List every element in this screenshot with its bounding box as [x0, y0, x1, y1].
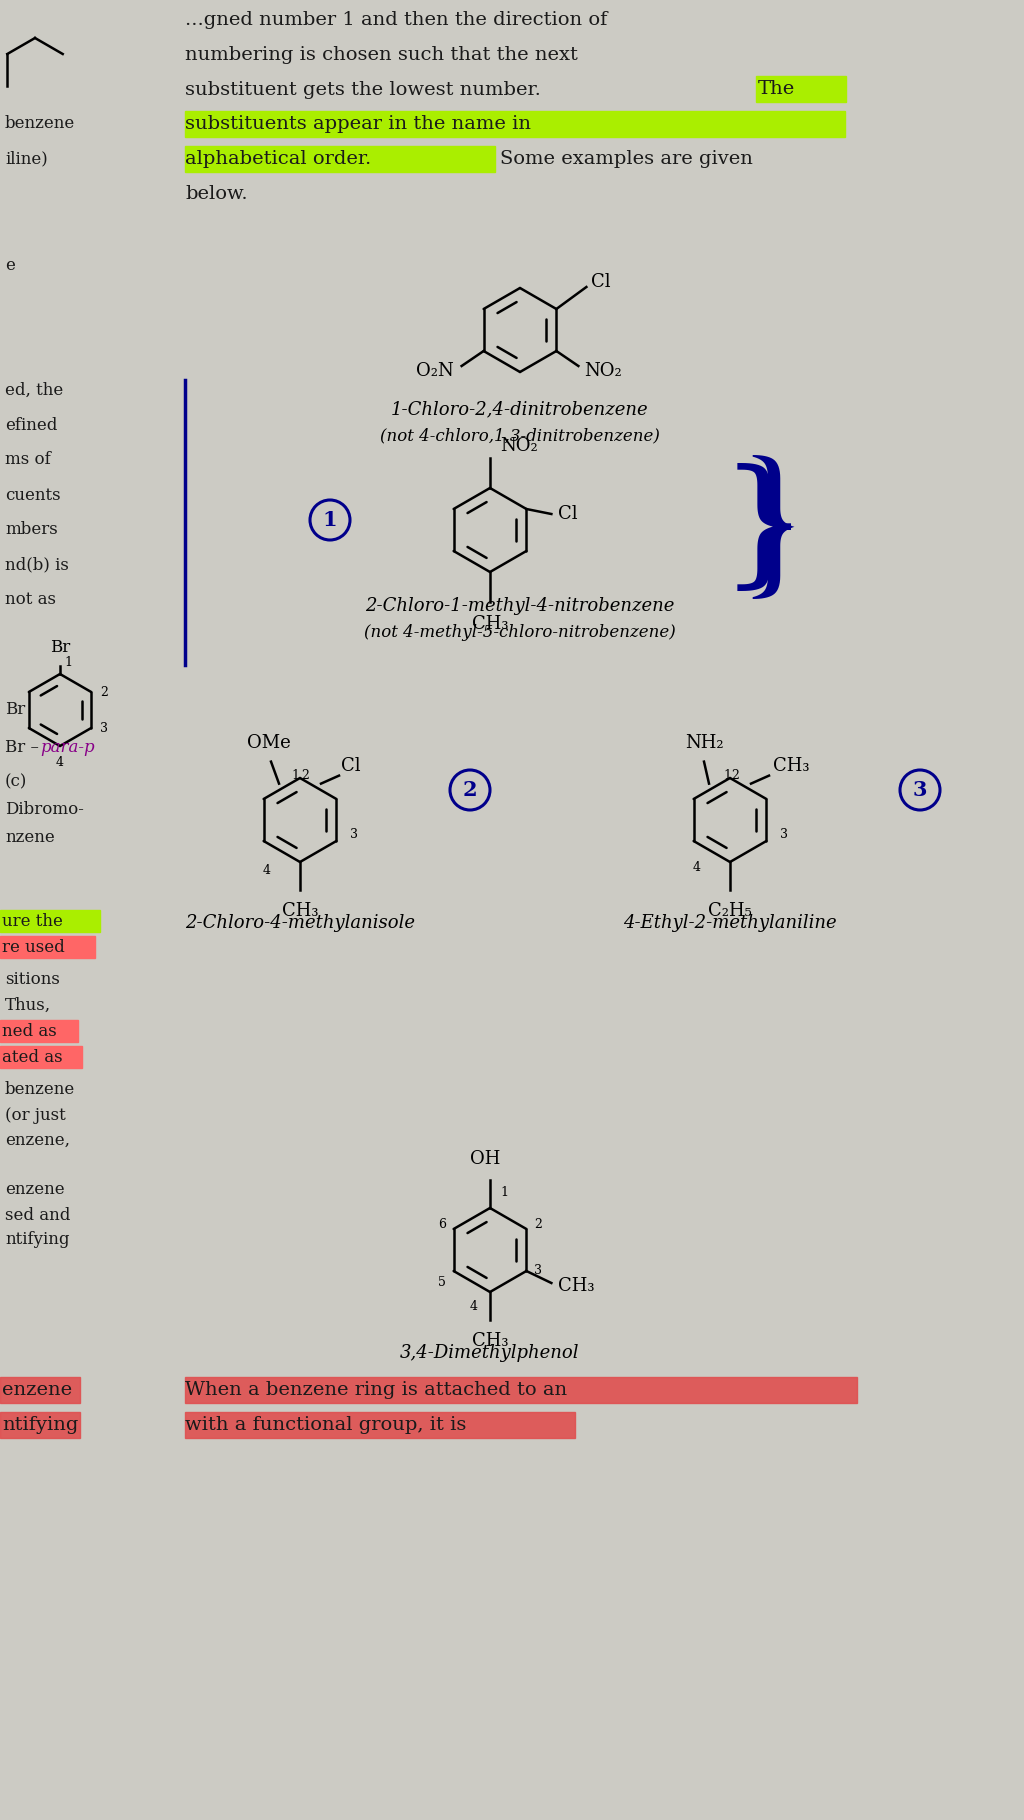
FancyBboxPatch shape [185, 146, 495, 173]
Text: efined: efined [5, 417, 57, 433]
Text: Cl: Cl [592, 273, 611, 291]
Text: with a functional group, it is: with a functional group, it is [185, 1416, 466, 1434]
Text: enzene: enzene [5, 1181, 65, 1199]
FancyBboxPatch shape [0, 1378, 80, 1403]
FancyBboxPatch shape [185, 111, 845, 136]
Text: substituent gets the lowest number.: substituent gets the lowest number. [185, 82, 541, 98]
Text: Cl: Cl [558, 504, 578, 522]
Text: mbers: mbers [5, 522, 57, 539]
Text: OH: OH [470, 1150, 500, 1168]
Text: CH₃: CH₃ [282, 903, 318, 919]
Text: cuents: cuents [5, 486, 60, 504]
Text: 3,4-Dimethylphenol: 3,4-Dimethylphenol [400, 1343, 580, 1361]
Text: NH₂: NH₂ [685, 733, 723, 752]
Text: 2-Chloro-4-methylanisole: 2-Chloro-4-methylanisole [185, 914, 415, 932]
Text: }: } [730, 455, 810, 604]
Text: para-p: para-p [40, 739, 94, 757]
Text: alphabetical order.: alphabetical order. [185, 149, 372, 167]
Text: ure the: ure the [2, 912, 62, 930]
Text: (or just: (or just [5, 1107, 66, 1123]
Text: 3: 3 [350, 828, 358, 841]
Text: Cl: Cl [341, 757, 360, 775]
Text: 5: 5 [437, 1276, 445, 1289]
Text: 3: 3 [780, 828, 788, 841]
Text: 1: 1 [323, 510, 337, 530]
Text: sitions: sitions [5, 972, 59, 988]
Text: NO₂: NO₂ [585, 362, 623, 380]
Text: enzene,: enzene, [5, 1132, 70, 1148]
Text: C₂H₅: C₂H₅ [708, 903, 752, 919]
FancyBboxPatch shape [0, 910, 100, 932]
Text: Dibromo-: Dibromo- [5, 801, 84, 819]
Text: 2: 2 [535, 1218, 543, 1230]
Text: benzene: benzene [5, 1081, 75, 1099]
Text: nzene: nzene [5, 830, 54, 846]
Text: (c): (c) [5, 774, 28, 790]
Text: below.: below. [185, 186, 248, 204]
FancyBboxPatch shape [0, 935, 95, 957]
Text: 1: 1 [500, 1187, 508, 1199]
Text: 1: 1 [63, 655, 72, 670]
Text: ...gned number 1 and then the direction of: ...gned number 1 and then the direction … [185, 11, 607, 29]
Text: numbering is chosen such that the next: numbering is chosen such that the next [185, 46, 578, 64]
Text: CH₃: CH₃ [558, 1278, 595, 1296]
Text: 3: 3 [535, 1265, 543, 1278]
Text: 1: 1 [723, 770, 731, 783]
Text: When a benzene ring is attached to an: When a benzene ring is attached to an [185, 1381, 567, 1400]
Text: }: } [720, 462, 808, 597]
Text: 4: 4 [693, 861, 701, 874]
Text: 1-Chloro-2,4-dinitrobenzene: 1-Chloro-2,4-dinitrobenzene [391, 400, 649, 419]
Text: re used: re used [2, 939, 65, 956]
Text: 2: 2 [100, 686, 108, 699]
Text: Br: Br [50, 639, 70, 655]
Text: nd(b) is: nd(b) is [5, 557, 69, 573]
Text: enzene: enzene [2, 1381, 72, 1400]
Text: CH₃: CH₃ [472, 1332, 508, 1350]
Text: ed, the: ed, the [5, 382, 63, 399]
FancyBboxPatch shape [185, 1378, 857, 1403]
Text: CH₃: CH₃ [773, 757, 810, 775]
Text: benzene: benzene [5, 115, 75, 133]
FancyBboxPatch shape [0, 1046, 82, 1068]
Text: OMe: OMe [247, 733, 291, 752]
Text: substituents appear in the name in: substituents appear in the name in [185, 115, 531, 133]
Text: 2: 2 [301, 770, 309, 783]
Text: ntifying: ntifying [5, 1232, 70, 1249]
Text: Thus,: Thus, [5, 997, 51, 1014]
Text: 6: 6 [437, 1218, 445, 1230]
Text: Some examples are given: Some examples are given [500, 149, 753, 167]
Text: sed and: sed and [5, 1207, 71, 1223]
Text: 4-Ethyl-2-methylaniline: 4-Ethyl-2-methylaniline [624, 914, 837, 932]
Text: 2: 2 [731, 770, 739, 783]
Text: 2-Chloro-1-methyl-4-nitrobenzene: 2-Chloro-1-methyl-4-nitrobenzene [366, 597, 675, 615]
Text: ned as: ned as [2, 1023, 56, 1039]
Text: 3: 3 [912, 781, 928, 801]
Text: not as: not as [5, 592, 56, 608]
Text: NO₂: NO₂ [500, 437, 538, 455]
Text: The: The [758, 80, 796, 98]
Text: Br –: Br – [5, 739, 39, 757]
Text: 1: 1 [291, 770, 299, 783]
Text: Br: Br [5, 701, 26, 719]
Text: e: e [5, 257, 15, 273]
FancyBboxPatch shape [0, 1412, 80, 1438]
Text: CH₃: CH₃ [472, 615, 508, 633]
Text: ated as: ated as [2, 1048, 62, 1065]
Text: 3: 3 [100, 721, 108, 735]
Text: 2: 2 [463, 781, 477, 801]
FancyBboxPatch shape [756, 76, 846, 102]
Text: ms of: ms of [5, 451, 51, 468]
FancyBboxPatch shape [0, 1019, 78, 1043]
Text: (not 4-methyl-5-chloro-nitrobenzene): (not 4-methyl-5-chloro-nitrobenzene) [365, 624, 676, 641]
Text: (not 4-chloro,1,3-dinitrobenzene): (not 4-chloro,1,3-dinitrobenzene) [380, 428, 659, 444]
Text: 4: 4 [470, 1299, 478, 1312]
Text: 4: 4 [263, 864, 271, 877]
Text: 4: 4 [56, 755, 63, 770]
FancyBboxPatch shape [185, 1412, 575, 1438]
Text: O₂N: O₂N [416, 362, 454, 380]
Text: ntifying: ntifying [2, 1416, 79, 1434]
Text: iline): iline) [5, 151, 48, 167]
